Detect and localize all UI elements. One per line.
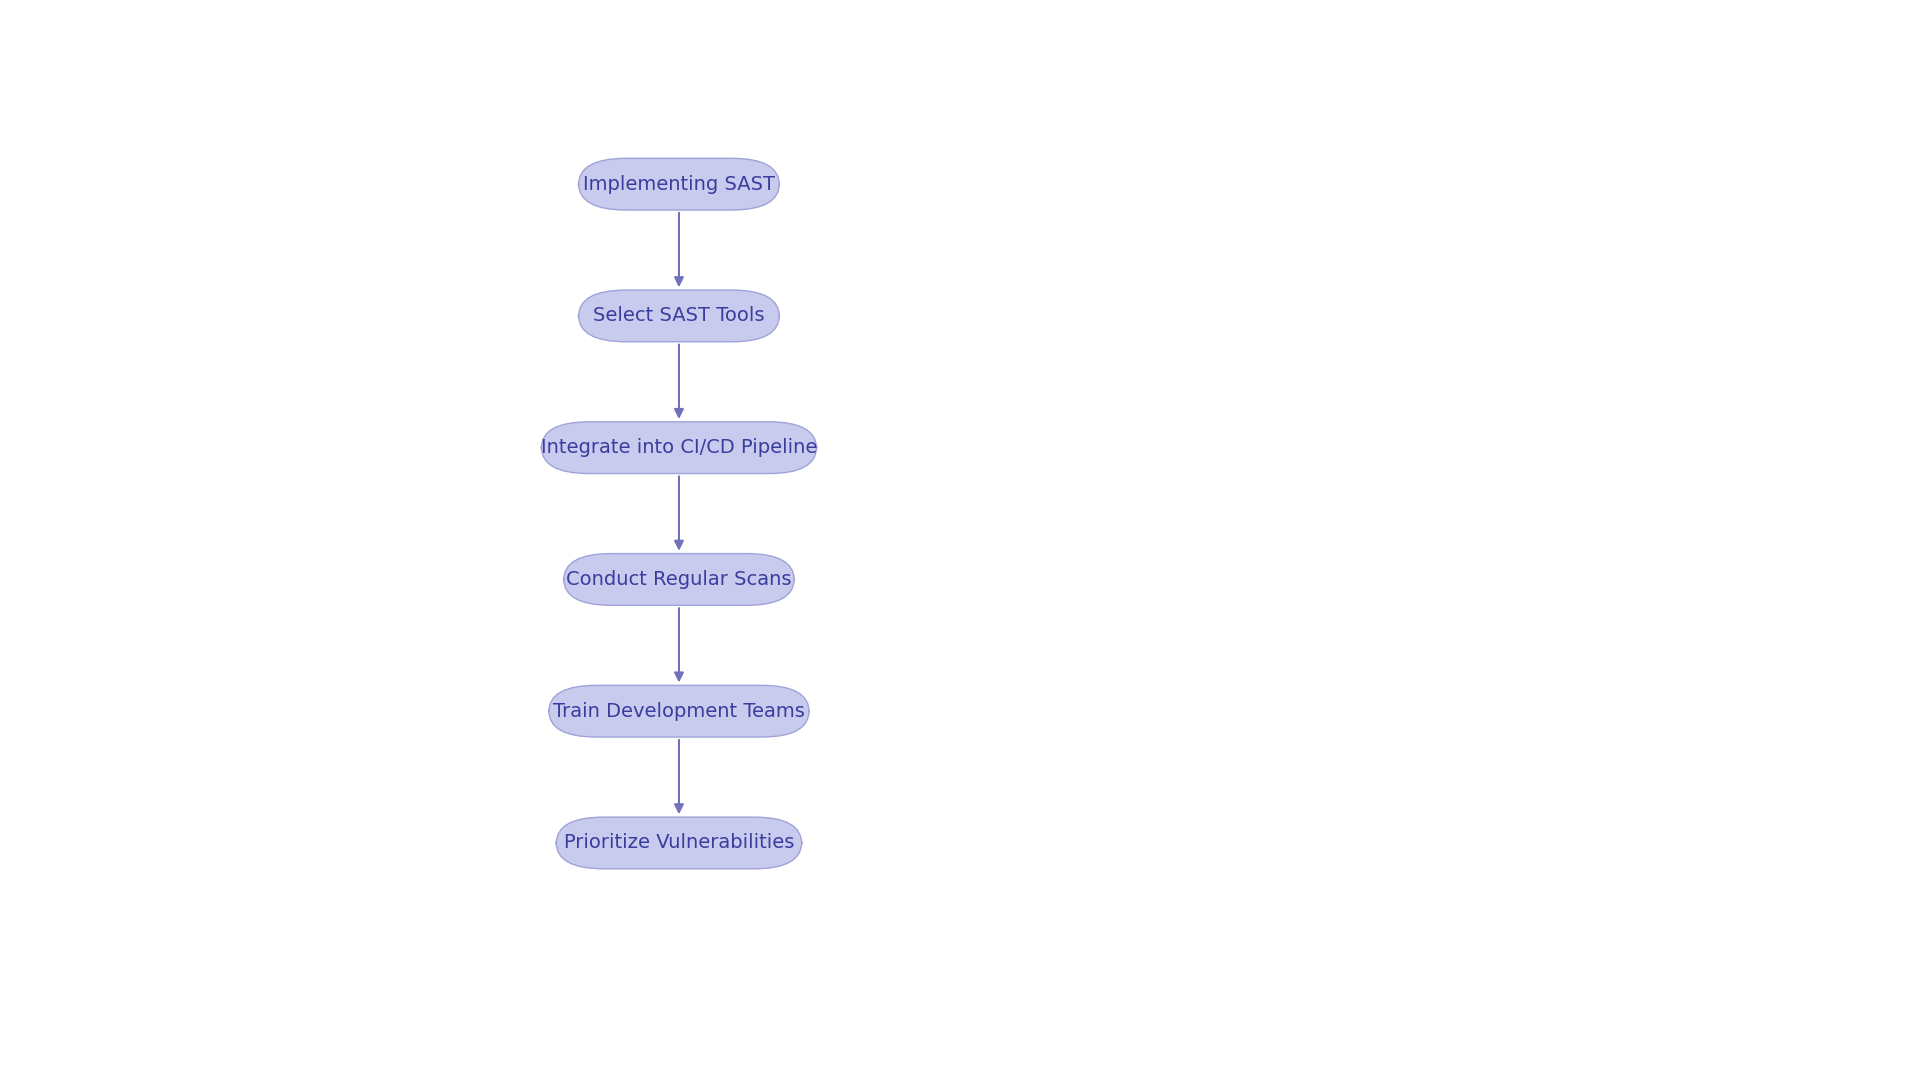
Text: Implementing SAST: Implementing SAST	[584, 174, 776, 194]
FancyBboxPatch shape	[564, 553, 795, 605]
FancyBboxPatch shape	[549, 686, 808, 738]
FancyBboxPatch shape	[541, 422, 816, 473]
Text: Train Development Teams: Train Development Teams	[553, 702, 804, 720]
FancyBboxPatch shape	[557, 817, 803, 869]
FancyBboxPatch shape	[578, 290, 780, 342]
FancyBboxPatch shape	[578, 158, 780, 210]
Text: Integrate into CI/CD Pipeline: Integrate into CI/CD Pipeline	[541, 439, 818, 457]
Text: Conduct Regular Scans: Conduct Regular Scans	[566, 570, 791, 589]
Text: Select SAST Tools: Select SAST Tools	[593, 306, 764, 325]
Text: Prioritize Vulnerabilities: Prioritize Vulnerabilities	[564, 834, 795, 852]
